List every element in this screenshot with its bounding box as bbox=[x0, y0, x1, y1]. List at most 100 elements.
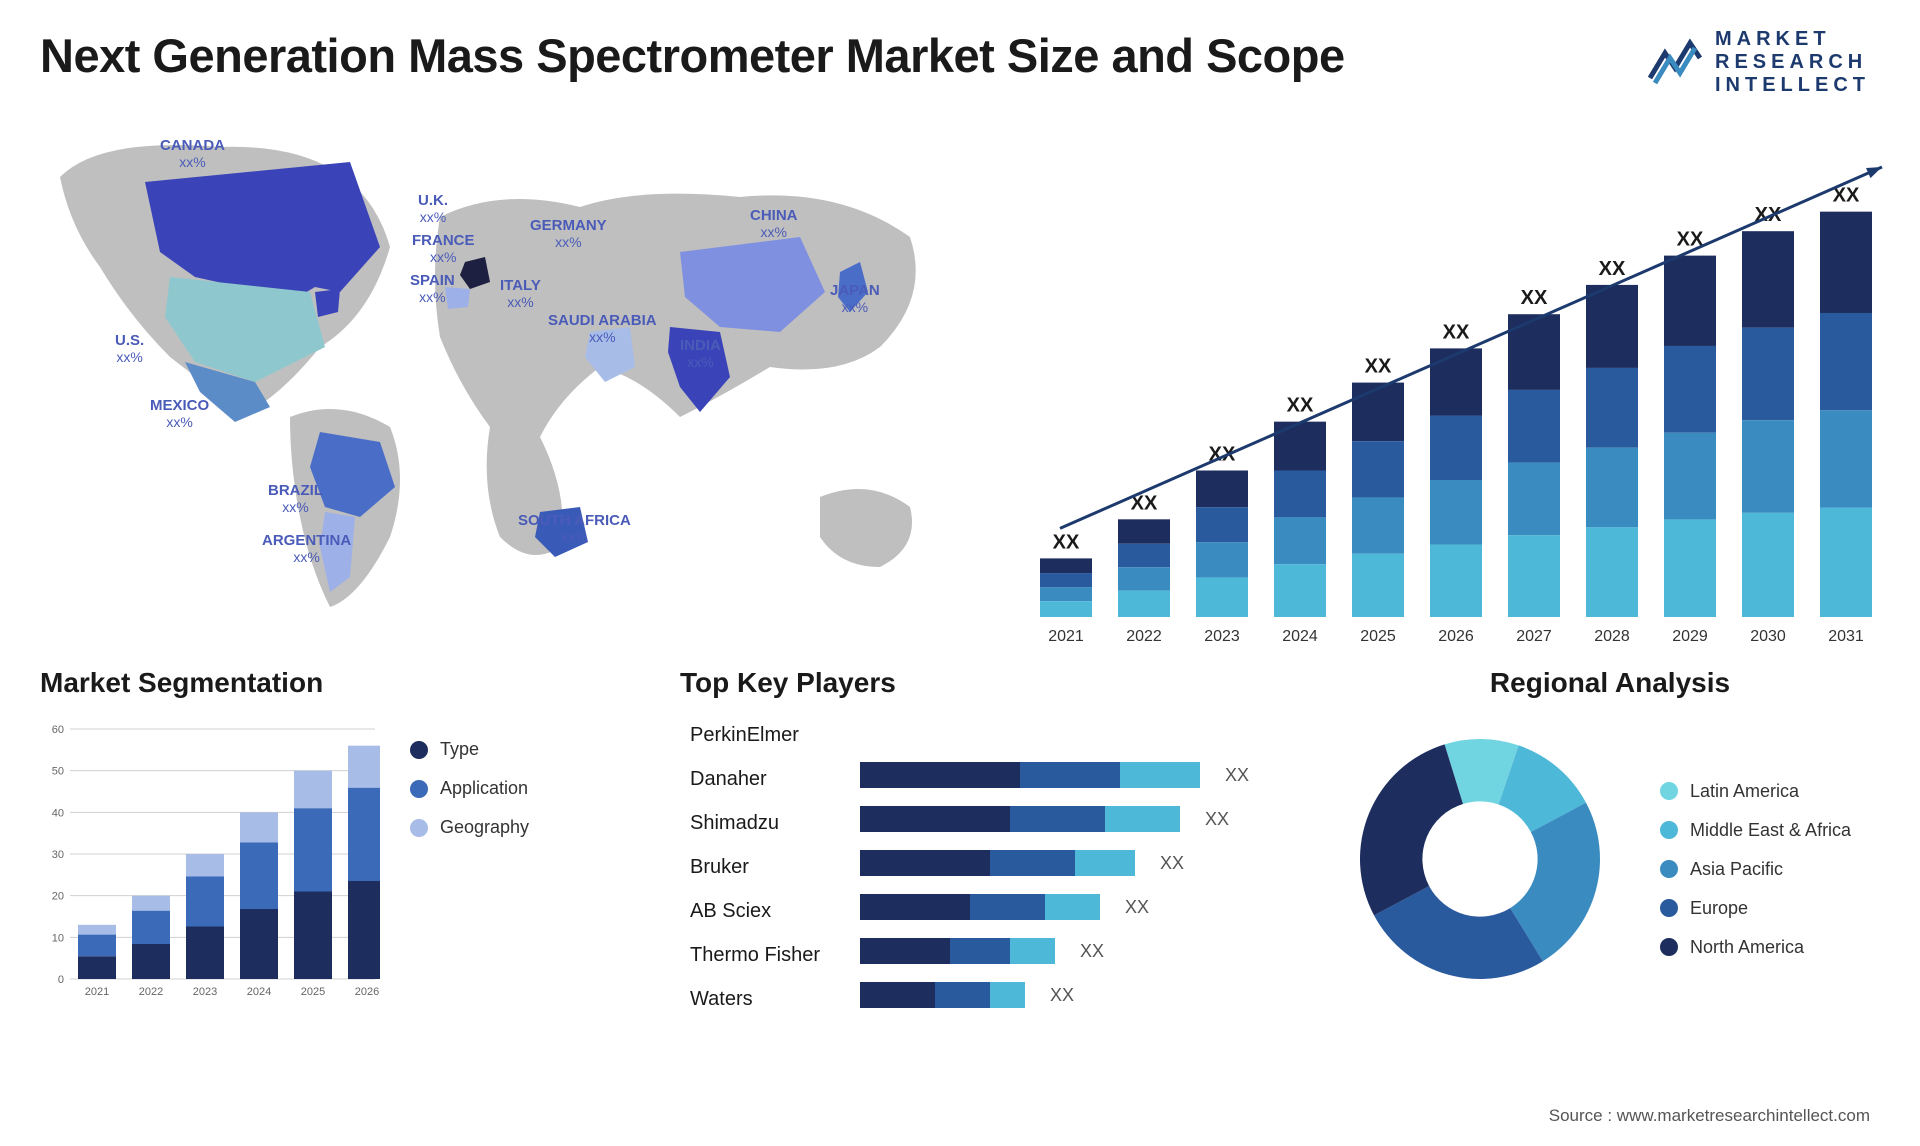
players-names: PerkinElmerDanaherShimadzuBrukerAB Sciex… bbox=[680, 719, 840, 1015]
player-name: Waters bbox=[690, 983, 840, 1015]
svg-text:2026: 2026 bbox=[1438, 628, 1474, 645]
players-panel: Top Key Players PerkinElmerDanaherShimad… bbox=[680, 667, 1310, 1015]
map-label-south-africa: SOUTH AFRICAxx% bbox=[518, 512, 631, 547]
regional-legend-item: Europe bbox=[1660, 898, 1851, 919]
player-bar-segment bbox=[860, 982, 935, 1008]
legend-dot-icon bbox=[410, 741, 428, 759]
player-bar-segment bbox=[935, 982, 990, 1008]
player-name: AB Sciex bbox=[690, 895, 840, 927]
regional-legend-item: Asia Pacific bbox=[1660, 859, 1851, 880]
svg-text:2029: 2029 bbox=[1672, 628, 1708, 645]
svg-text:2024: 2024 bbox=[1282, 628, 1318, 645]
seg-legend-item: Application bbox=[410, 778, 529, 799]
seg-legend-item: Type bbox=[410, 739, 529, 760]
donut-slice bbox=[1360, 744, 1463, 915]
svg-text:2027: 2027 bbox=[1516, 628, 1552, 645]
regional-legend: Latin AmericaMiddle East & AfricaAsia Pa… bbox=[1660, 761, 1851, 958]
legend-label: Type bbox=[440, 739, 479, 760]
legend-dot-icon bbox=[410, 819, 428, 837]
legend-label: Middle East & Africa bbox=[1690, 820, 1851, 841]
player-bar-segment bbox=[860, 938, 950, 964]
logo-line3: INTELLECT bbox=[1715, 74, 1870, 97]
players-bars: XX XX XX XX XX XX bbox=[860, 719, 1249, 1015]
players-title: Top Key Players bbox=[680, 667, 1310, 699]
legend-dot-icon bbox=[1660, 860, 1678, 878]
legend-dot-icon bbox=[1660, 938, 1678, 956]
svg-text:50: 50 bbox=[52, 766, 64, 778]
player-bar-segment bbox=[1010, 938, 1055, 964]
source-text: Source : www.marketresearchintellect.com bbox=[1549, 1106, 1870, 1126]
svg-text:2031: 2031 bbox=[1828, 628, 1864, 645]
brand-logo: MARKET RESEARCH INTELLECT bbox=[1645, 28, 1870, 97]
svg-text:2024: 2024 bbox=[247, 986, 271, 998]
svg-text:2021: 2021 bbox=[85, 986, 109, 998]
player-bar-row: XX bbox=[860, 891, 1249, 923]
player-bar-segment bbox=[970, 894, 1045, 920]
player-bar-row: XX bbox=[860, 847, 1249, 879]
player-value: XX bbox=[1050, 985, 1074, 1006]
map-label-argentina: ARGENTINAxx% bbox=[262, 532, 351, 567]
world-map: CANADAxx%U.S.xx%MEXICOxx%BRAZILxx%ARGENT… bbox=[40, 117, 1000, 657]
svg-text:2023: 2023 bbox=[1204, 628, 1240, 645]
player-name: PerkinElmer bbox=[690, 719, 840, 751]
map-label-china: CHINAxx% bbox=[750, 207, 798, 242]
segmentation-legend: Type Application Geography bbox=[410, 719, 529, 838]
logo-line1: MARKET bbox=[1715, 28, 1870, 51]
map-label-spain: SPAINxx% bbox=[410, 272, 455, 307]
player-bar-segment bbox=[860, 806, 1010, 832]
logo-icon bbox=[1645, 33, 1705, 93]
player-bar-row: XX bbox=[860, 979, 1249, 1011]
svg-text:2030: 2030 bbox=[1750, 628, 1786, 645]
player-value: XX bbox=[1080, 941, 1104, 962]
player-bar-row: XX bbox=[860, 803, 1249, 835]
legend-label: Asia Pacific bbox=[1690, 859, 1783, 880]
svg-text:2025: 2025 bbox=[301, 986, 325, 998]
svg-text:60: 60 bbox=[52, 724, 64, 736]
map-label-india: INDIAxx% bbox=[680, 337, 721, 372]
svg-text:2026: 2026 bbox=[355, 986, 379, 998]
svg-text:2022: 2022 bbox=[1126, 628, 1162, 645]
svg-text:30: 30 bbox=[52, 849, 64, 861]
svg-text:2023: 2023 bbox=[193, 986, 217, 998]
regional-legend-item: North America bbox=[1660, 937, 1851, 958]
player-name: Bruker bbox=[690, 851, 840, 883]
svg-text:20: 20 bbox=[52, 891, 64, 903]
segmentation-chart: 0102030405060202120222023202420252026 bbox=[40, 719, 380, 1009]
map-label-canada: CANADAxx% bbox=[160, 137, 225, 172]
logo-line2: RESEARCH bbox=[1715, 51, 1870, 74]
legend-dot-icon bbox=[410, 780, 428, 798]
player-bar-segment bbox=[860, 762, 1020, 788]
player-bar-segment bbox=[860, 850, 990, 876]
regional-panel: Regional Analysis Latin AmericaMiddle Ea… bbox=[1340, 667, 1880, 1015]
player-name: Thermo Fisher bbox=[690, 939, 840, 971]
svg-text:0: 0 bbox=[58, 974, 64, 986]
seg-legend-item: Geography bbox=[410, 817, 529, 838]
player-bar-segment bbox=[1120, 762, 1200, 788]
player-bar-row: XX bbox=[860, 759, 1249, 791]
segmentation-title: Market Segmentation bbox=[40, 667, 650, 699]
map-label-mexico: MEXICOxx% bbox=[150, 397, 209, 432]
player-bar-segment bbox=[860, 894, 970, 920]
player-name: Danaher bbox=[690, 763, 840, 795]
player-value: XX bbox=[1205, 809, 1229, 830]
map-label-saudi-arabia: SAUDI ARABIAxx% bbox=[548, 312, 657, 347]
player-bar-segment bbox=[1045, 894, 1100, 920]
svg-text:XX: XX bbox=[1443, 321, 1470, 343]
svg-text:XX: XX bbox=[1521, 287, 1548, 309]
map-label-italy: ITALYxx% bbox=[500, 277, 541, 312]
player-bar-segment bbox=[1010, 806, 1105, 832]
legend-label: Geography bbox=[440, 817, 529, 838]
player-bar-segment bbox=[990, 982, 1025, 1008]
player-bar-segment bbox=[950, 938, 1010, 964]
svg-text:2022: 2022 bbox=[139, 986, 163, 998]
segmentation-panel: Market Segmentation 01020304050602021202… bbox=[40, 667, 650, 1015]
player-bar-row: XX bbox=[860, 935, 1249, 967]
player-value: XX bbox=[1160, 853, 1184, 874]
svg-text:XX: XX bbox=[1365, 356, 1392, 378]
svg-text:2021: 2021 bbox=[1048, 628, 1084, 645]
page-title: Next Generation Mass Spectrometer Market… bbox=[40, 28, 1345, 83]
legend-dot-icon bbox=[1660, 899, 1678, 917]
regional-legend-item: Middle East & Africa bbox=[1660, 820, 1851, 841]
legend-dot-icon bbox=[1660, 782, 1678, 800]
player-bar-segment bbox=[1105, 806, 1180, 832]
